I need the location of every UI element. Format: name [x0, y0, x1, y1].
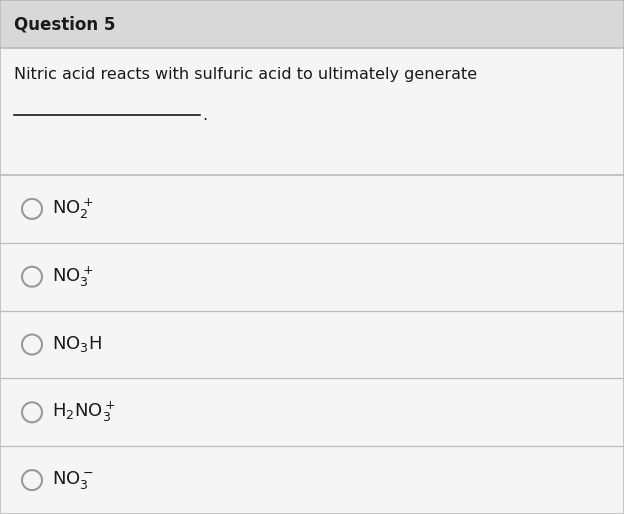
Bar	[0, 446, 624, 514]
Text: $\mathrm{H_2NO_3^+}$: $\mathrm{H_2NO_3^+}$	[52, 400, 115, 425]
Bar	[0, 310, 624, 378]
Text: $\mathrm{NO_3^-}$: $\mathrm{NO_3^-}$	[52, 469, 94, 491]
Text: .: .	[202, 107, 207, 122]
Bar	[0, 0, 624, 48]
Text: Question 5: Question 5	[14, 15, 115, 33]
Bar	[0, 48, 624, 175]
Bar	[0, 243, 624, 310]
Text: $\mathrm{NO_2^+}$: $\mathrm{NO_2^+}$	[52, 197, 94, 221]
Bar	[0, 175, 624, 243]
Bar	[0, 378, 624, 446]
Text: Nitric acid reacts with sulfuric acid to ultimately generate: Nitric acid reacts with sulfuric acid to…	[14, 67, 477, 83]
Text: $\mathrm{NO_3H}$: $\mathrm{NO_3H}$	[52, 335, 102, 355]
Text: $\mathrm{NO_3^+}$: $\mathrm{NO_3^+}$	[52, 265, 94, 289]
